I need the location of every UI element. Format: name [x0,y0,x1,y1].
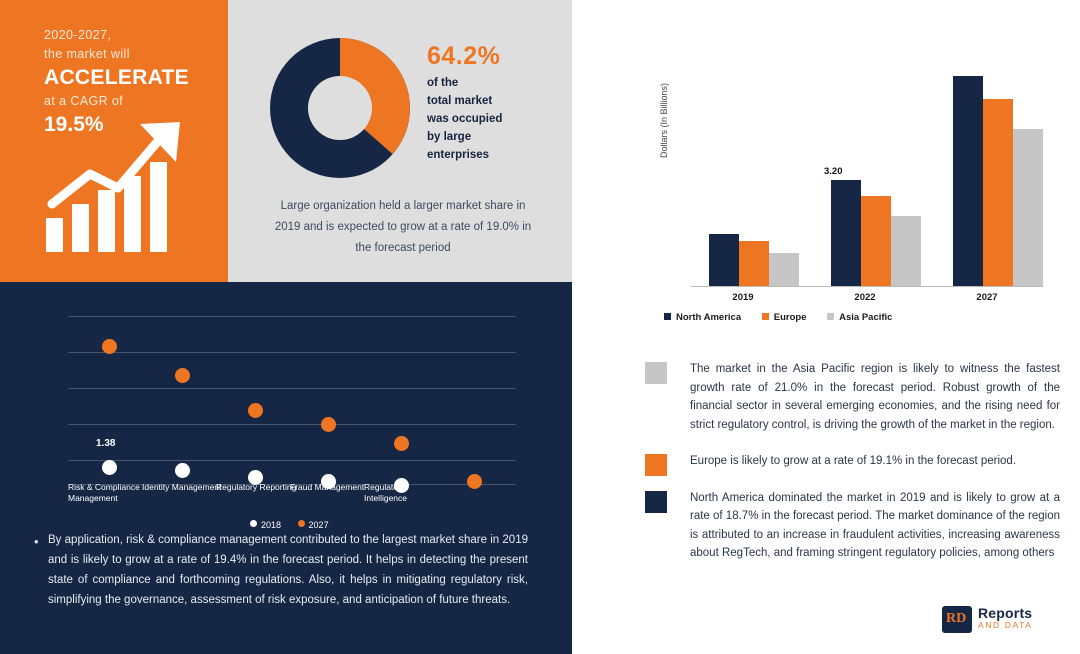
bar-2027-europe [983,99,1013,286]
cagr-value: 19.5% [44,113,104,136]
dot-2027-identity [175,368,190,383]
caption-line-5: enterprises [427,149,490,161]
bar-2019-asia-pacific [769,253,799,286]
application-legend: 2018 2027 [250,520,343,530]
donut-chart [270,38,410,178]
bar-2027-north-america [953,76,983,286]
legend-item-north-america: North America [664,312,741,323]
dot-2027-fraud [321,417,336,432]
note-text-asia-pacific: The market in the Asia Pacific region is… [690,363,1060,431]
category-label-3: Fraud Management [290,482,365,492]
legend-swatch-asia-pacific [827,313,835,320]
regional-bar-chart: Dollars (In Billions) 3.20 2019 2022 202… [647,50,1057,310]
legend-label-asia-pacific: Asia Pacific [839,312,893,323]
category-label-1: Identity Management [142,482,222,492]
legend-label-2018: 2018 [261,520,282,530]
bar-2019-europe [739,241,769,286]
bar-category-2022: 2022 [854,292,876,303]
legend-swatch-north-america [664,313,671,320]
caption-line-1: of the [427,77,459,89]
regional-panel: Dollars (In Billions) 3.20 2019 2022 202… [572,0,1080,654]
category-label-4: Regulatory Intelligence [364,482,408,503]
application-paragraph: By application, risk & compliance manage… [48,534,528,606]
legend-item-asia-pacific: Asia Pacific [827,312,892,323]
legend-item-2018: 2018 [250,520,281,530]
bar-category-2027: 2027 [976,292,998,303]
regional-notes: The market in the Asia Pacific region is… [640,360,1060,581]
application-dot-chart: 1.38 [68,308,516,493]
legend-item-europe: Europe [761,312,807,323]
dot-2018-regreporting [248,470,263,485]
legend-label-2027: 2027 [308,520,329,530]
logo-mark-icon: RD [942,606,972,633]
category-label-2: Regulatory Reporting [216,482,297,492]
dot-2027-regreporting [248,403,263,418]
note-asia-pacific: The market in the Asia Pacific region is… [640,360,1060,434]
legend-swatch-2027 [297,520,305,527]
cagr-panel: 2020-2027, the market will ACCELERATE at… [0,0,228,282]
logo-line-1: Reports [978,605,1033,621]
legend-swatch-europe [761,313,769,320]
y-axis-title: Dollars (In Billions) [659,82,669,158]
cagr-text-block: 2020-2027, the market will ACCELERATE at… [44,26,214,138]
bar-2022-north-america [831,180,861,286]
enterprise-share-panel: 64.2% of the total market was occupied b… [228,0,572,282]
dot-2027-regintel [394,436,409,451]
cagr-rate-label: at a CAGR of [44,94,124,108]
dot-2027-risk [102,339,117,354]
note-swatch-europe [645,454,667,476]
reports-and-data-logo: RD Reports AND DATA [942,605,1072,639]
note-swatch-asia-pacific [645,362,667,384]
bar-category-2019: 2019 [732,292,754,303]
caption-line-4: by large [427,131,472,143]
application-categories: Risk & Compliance Management Identity Ma… [68,482,528,526]
note-swatch-north-america [645,490,667,513]
bar-data-label-2022: 3.20 [824,166,843,177]
dot-2018-regintel [394,478,409,493]
bar-2022-europe [861,196,891,286]
dot-2018-identity [175,463,190,478]
dot-2018-risk [102,460,117,475]
note-text-north-america: North America dominated the market in 20… [690,491,1060,560]
enterprise-share-percent: 64.2% [427,42,501,70]
note-north-america: North America dominated the market in 20… [640,489,1060,563]
legend-label-europe: Europe [773,312,807,323]
caption-line-3: was occupied [427,113,503,125]
legend-item-2027: 2027 [297,520,329,530]
growth-bars-icon [46,160,196,252]
legend-swatch-2018 [250,520,257,527]
bar-2019-north-america [709,234,739,286]
bar-2027-asia-pacific [1013,129,1043,286]
cagr-subtitle: the market will [44,47,130,61]
dot-value-label: 1.38 [96,438,116,449]
cagr-headline: ACCELERATE [44,66,189,89]
note-europe: Europe is likely to grow at a rate of 19… [640,452,1060,476]
bar-2022-asia-pacific [891,216,921,286]
enterprise-share-note: Large organization held a larger market … [274,200,532,254]
logo-line-2: AND DATA [978,620,1033,630]
enterprise-share-caption: of the total market was occupied by larg… [427,74,547,164]
category-label-0: Risk & Compliance Management [68,482,140,503]
note-text-europe: Europe is likely to grow at a rate of 19… [690,455,1017,467]
bar-plot-area: 3.20 2019 2022 2027 [691,58,1043,303]
dot-2027-extra [467,474,482,489]
dot-2018-fraud [321,474,336,489]
regional-legend: North America Europe Asia Pacific [664,312,910,323]
legend-label-north-america: North America [676,312,742,323]
caption-line-2: total market [427,95,493,107]
bullet-glyph: • [34,534,39,549]
cagr-period: 2020-2027, [44,28,112,42]
donut-hole [308,76,372,140]
application-panel: 1.38 Risk & Compliance Management Identi… [0,282,572,654]
logo-mark-text: RD [946,611,967,626]
